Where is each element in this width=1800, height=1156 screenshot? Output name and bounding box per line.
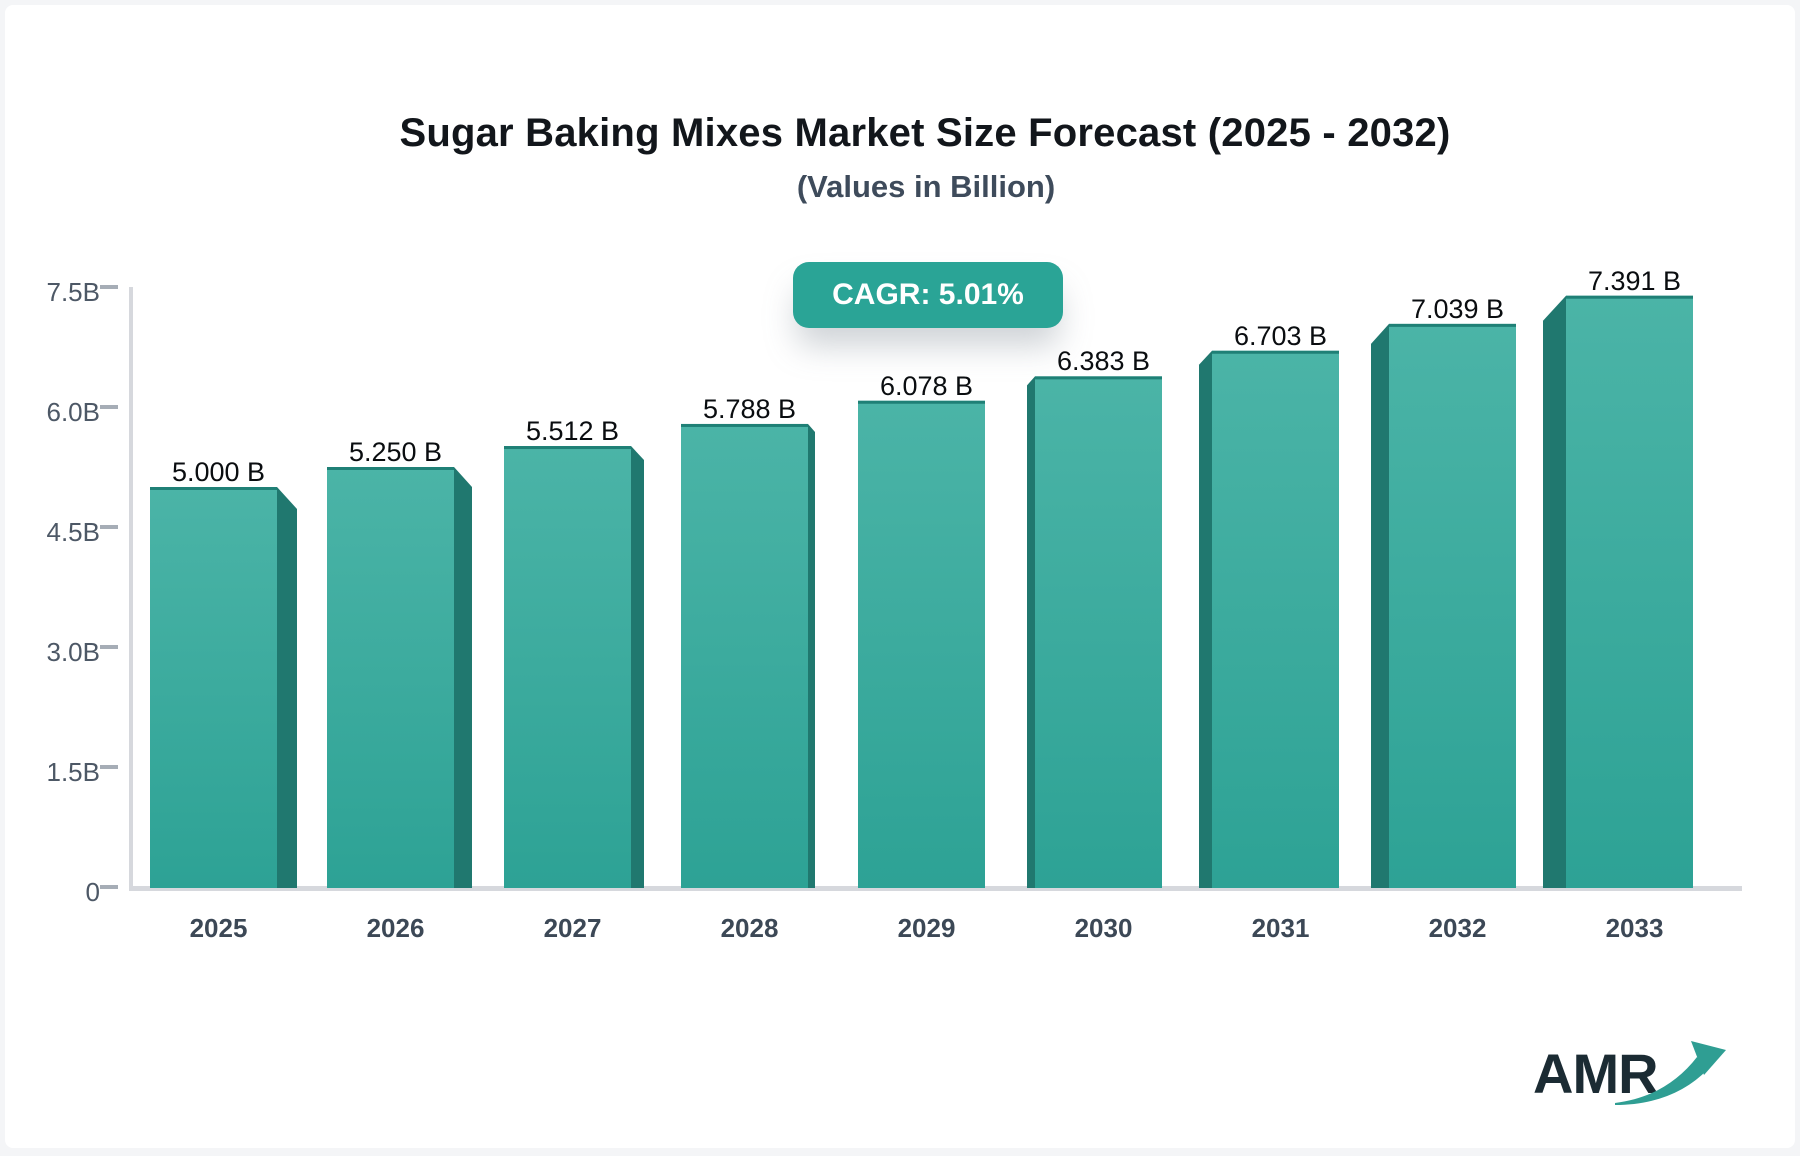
x-axis-label: 2031 [1251,913,1310,943]
cagr-badge: CAGR: 5.01% [793,262,1063,328]
bar-value-label: 7.391 B [1587,265,1682,296]
bar-value-label: 7.039 B [1410,293,1505,324]
growth-arrow-icon [1615,1041,1726,1105]
bar-2025 [150,487,277,888]
y-axis-line [129,287,133,891]
y-axis-tick [100,885,118,889]
y-axis-tick [100,285,118,289]
bar-top-edge [1389,323,1516,327]
bar-value-label: 5.788 B [702,393,797,424]
bar-top-edge [150,487,277,490]
chart-card: Sugar Baking Mixes Market Size Forecast … [5,5,1795,1148]
y-axis-tick-label: 6.0B [46,397,101,427]
x-axis-label: 2029 [897,913,956,943]
bar-2027 [504,446,631,888]
bar-value-label: 5.512 B [525,416,620,447]
bar-side-face [1027,376,1035,888]
y-axis-tick-label: 3.0B [46,637,101,667]
bar-chart-canvas [100,285,1742,891]
x-axis-label: 2032 [1428,913,1487,943]
bar-top-edge [1212,350,1339,354]
y-axis-tick-label: 0 [85,877,100,907]
chart-title: Sugar Baking Mixes Market Size Forecast … [399,111,1451,155]
bar-2031 [1212,350,1339,888]
amr-logo: AMR [1533,1039,1733,1119]
bar-side-face [454,467,472,888]
bar-value-label: 6.703 B [1233,320,1328,351]
bar-top-edge [327,467,454,470]
bar-value-label: 6.078 B [879,370,974,401]
bar-value-label: 5.250 B [348,437,443,467]
y-axis-tick [100,645,118,649]
x-axis-label: 2026 [366,913,425,943]
bar-2029 [858,400,985,888]
x-axis-label: 2028 [720,913,779,943]
x-axis-baseline [129,886,1742,891]
bar-top-edge [504,446,631,450]
bar-top-edge [1035,376,1162,380]
y-axis-tick [100,765,118,769]
bar-2028 [681,423,808,888]
bar-top-edge [681,423,808,427]
bar-2026 [327,467,454,888]
y-axis-tick-label: 7.5B [46,277,101,307]
x-axis-label: 2025 [189,913,248,943]
bar-2032 [1389,323,1516,888]
bar-side-face [631,446,644,888]
bar-value-label: 5.000 B [171,457,266,487]
amr-logo-text: AMR [1533,1042,1659,1105]
bar-side-face [1543,295,1566,889]
y-axis-tick [100,525,118,529]
bar-side-face [277,487,297,888]
bar-2030 [1035,376,1162,888]
x-axis-label: 2033 [1605,913,1664,943]
y-axis-tick-label: 1.5B [46,757,101,787]
chart-subtitle: (Values in Billion) [796,169,1056,204]
y-axis-tick [100,405,118,409]
bar-side-face [1371,323,1389,888]
bar-top-edge [1566,295,1693,299]
bar-side-face [808,423,815,888]
x-axis-label: 2030 [1074,913,1133,943]
bar-side-face [1199,350,1212,888]
x-axis-label: 2027 [543,913,602,943]
bar-top-edge [858,400,985,404]
y-axis-tick-label: 4.5B [46,517,101,547]
bar-value-label: 6.383 B [1056,346,1151,377]
bar-2033 [1566,295,1693,889]
